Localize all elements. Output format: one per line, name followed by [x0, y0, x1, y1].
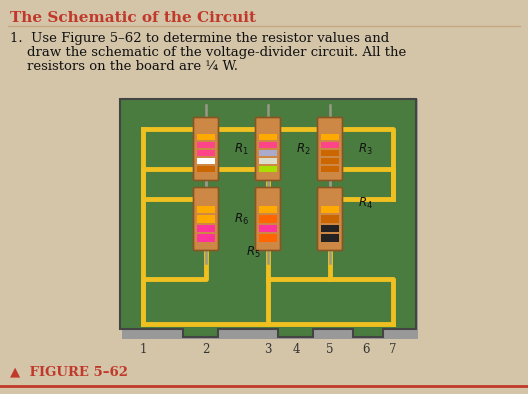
Bar [197, 134, 215, 140]
Circle shape [200, 123, 212, 135]
Bar [259, 166, 277, 172]
Text: $R_{6}$: $R_{6}$ [233, 212, 248, 227]
Bar [197, 126, 215, 132]
Bar [259, 215, 277, 223]
Text: $R_{5}$: $R_{5}$ [246, 245, 261, 260]
Bar [259, 225, 277, 232]
Text: 1: 1 [139, 343, 147, 356]
Bar [321, 134, 339, 140]
Text: 3: 3 [264, 343, 272, 356]
Text: $R_{2}$: $R_{2}$ [296, 141, 310, 156]
Bar [321, 234, 339, 242]
Text: $R_{4}$: $R_{4}$ [357, 196, 372, 211]
Circle shape [324, 193, 336, 205]
Bar [321, 166, 339, 172]
FancyBboxPatch shape [256, 117, 280, 180]
Text: draw the schematic of the voltage-divider circuit. All the: draw the schematic of the voltage-divide… [10, 46, 406, 59]
Bar [259, 234, 277, 242]
Bar [197, 225, 215, 232]
Bar [321, 158, 339, 164]
Bar [197, 158, 215, 164]
Text: resistors on the board are ¼ W.: resistors on the board are ¼ W. [10, 60, 238, 73]
Text: 6: 6 [362, 343, 370, 356]
Bar [259, 150, 277, 156]
Bar [197, 206, 215, 213]
Bar [321, 206, 339, 213]
FancyBboxPatch shape [317, 188, 343, 251]
FancyBboxPatch shape [317, 117, 343, 180]
Bar [197, 196, 215, 204]
Bar [259, 196, 277, 204]
Bar [197, 142, 215, 148]
Circle shape [324, 163, 336, 175]
Circle shape [324, 233, 336, 245]
Text: $R_{3}$: $R_{3}$ [357, 141, 372, 156]
Bar [321, 196, 339, 204]
Text: 4: 4 [293, 343, 300, 356]
Bar [321, 225, 339, 232]
Bar [197, 215, 215, 223]
Bar [197, 234, 215, 242]
Text: 5: 5 [326, 343, 334, 356]
Circle shape [200, 233, 212, 245]
Bar [259, 206, 277, 213]
Circle shape [200, 193, 212, 205]
Bar [321, 215, 339, 223]
FancyBboxPatch shape [193, 188, 219, 251]
Circle shape [324, 123, 336, 135]
Bar [259, 126, 277, 132]
Text: $R_{1}$: $R_{1}$ [233, 141, 248, 156]
Circle shape [262, 233, 274, 245]
Text: 1.  Use Figure 5–62 to determine the resistor values and: 1. Use Figure 5–62 to determine the resi… [10, 32, 389, 45]
Circle shape [262, 163, 274, 175]
Bar [259, 142, 277, 148]
Bar [259, 158, 277, 164]
Bar [197, 166, 215, 172]
Circle shape [200, 163, 212, 175]
Bar [197, 150, 215, 156]
Bar [321, 126, 339, 132]
FancyBboxPatch shape [193, 117, 219, 180]
Circle shape [262, 123, 274, 135]
Circle shape [262, 193, 274, 205]
Text: 7: 7 [389, 343, 397, 356]
FancyBboxPatch shape [256, 188, 280, 251]
Bar [321, 150, 339, 156]
Polygon shape [120, 99, 416, 337]
Text: ▲  FIGURE 5–62: ▲ FIGURE 5–62 [10, 365, 128, 378]
Text: The Schematic of the Circuit: The Schematic of the Circuit [10, 11, 256, 25]
Text: 2: 2 [202, 343, 210, 356]
Bar [321, 142, 339, 148]
Bar [259, 134, 277, 140]
